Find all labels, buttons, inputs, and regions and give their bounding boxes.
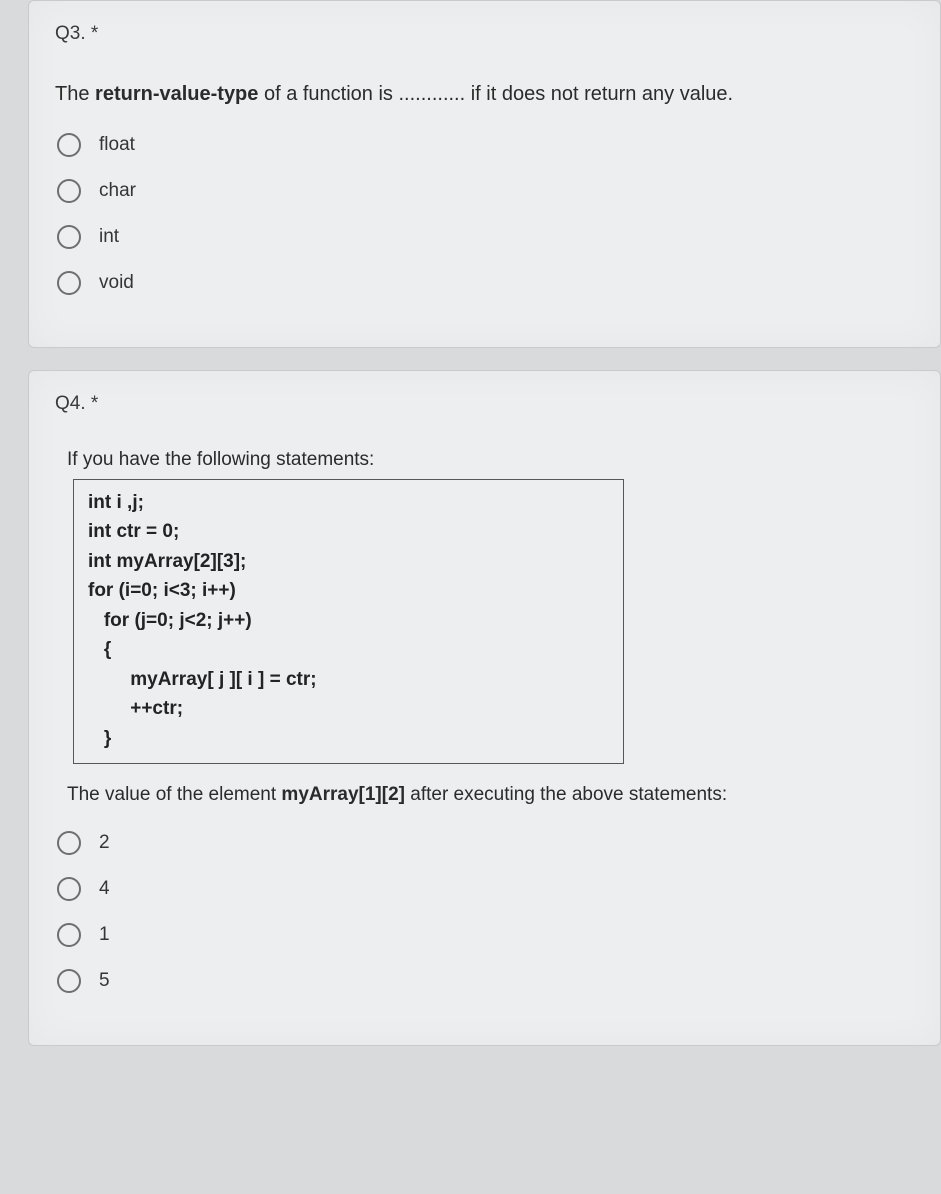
required-mark: * <box>91 393 98 414</box>
radio-option[interactable]: 2 <box>57 831 914 855</box>
code-line: { <box>88 635 609 664</box>
radio-option[interactable]: int <box>57 225 914 249</box>
radio-option[interactable]: void <box>57 271 914 295</box>
result-prompt: The value of the element myArray[1][2] a… <box>67 782 914 809</box>
code-line: for (j=0; j<2; j++) <box>88 606 609 635</box>
prompt-text-post: if it does not return any value. <box>465 83 733 105</box>
radio-option[interactable]: char <box>57 179 914 203</box>
prompt-text-mid: of a function is <box>258 83 398 105</box>
question-card-q3: Q3. * The return-value-type of a functio… <box>28 0 941 348</box>
radio-option[interactable]: 1 <box>57 923 914 947</box>
option-label: 4 <box>99 878 110 900</box>
question-prompt: The return-value-type of a function is .… <box>55 79 914 109</box>
code-line: ++ctr; <box>88 694 609 723</box>
code-line: int ctr = 0; <box>88 517 609 546</box>
question-label: Q4. * <box>55 393 914 415</box>
radio-button[interactable] <box>57 271 81 295</box>
code-line: int myArray[2][3]; <box>88 547 609 576</box>
radio-button[interactable] <box>57 225 81 249</box>
option-label: int <box>99 226 119 248</box>
question-number: Q4. <box>55 393 86 414</box>
result-text-bold: myArray[1][2] <box>281 784 405 805</box>
option-label: 1 <box>99 924 110 946</box>
code-box: int i ,j; int ctr = 0; int myArray[2][3]… <box>73 479 624 764</box>
prompt-text-blank: ............ <box>398 83 465 105</box>
radio-button[interactable] <box>57 877 81 901</box>
code-line: myArray[ j ][ i ] = ctr; <box>88 665 609 694</box>
radio-button[interactable] <box>57 831 81 855</box>
question-card-q4: Q4. * If you have the following statemen… <box>28 370 941 1046</box>
option-label: char <box>99 180 136 202</box>
code-line: for (i=0; i<3; i++) <box>88 576 609 605</box>
code-line: } <box>88 724 609 753</box>
radio-option[interactable]: float <box>57 133 914 157</box>
result-text-pre: The value of the element <box>67 784 281 805</box>
radio-option[interactable]: 5 <box>57 969 914 993</box>
code-line: int i ,j; <box>88 488 609 517</box>
option-label: 5 <box>99 970 110 992</box>
question-intro: If you have the following statements: <box>67 449 914 471</box>
option-label: 2 <box>99 832 110 854</box>
option-label: void <box>99 272 134 294</box>
prompt-text-pre: The <box>55 83 95 105</box>
option-label: float <box>99 134 135 156</box>
question-label: Q3. * <box>55 23 914 45</box>
radio-button[interactable] <box>57 179 81 203</box>
question-number: Q3. <box>55 23 86 44</box>
prompt-text-bold: return-value-type <box>95 83 258 105</box>
required-mark: * <box>91 23 98 44</box>
radio-button[interactable] <box>57 133 81 157</box>
radio-button[interactable] <box>57 969 81 993</box>
result-text-post: after executing the above statements: <box>405 784 727 805</box>
radio-button[interactable] <box>57 923 81 947</box>
radio-option[interactable]: 4 <box>57 877 914 901</box>
